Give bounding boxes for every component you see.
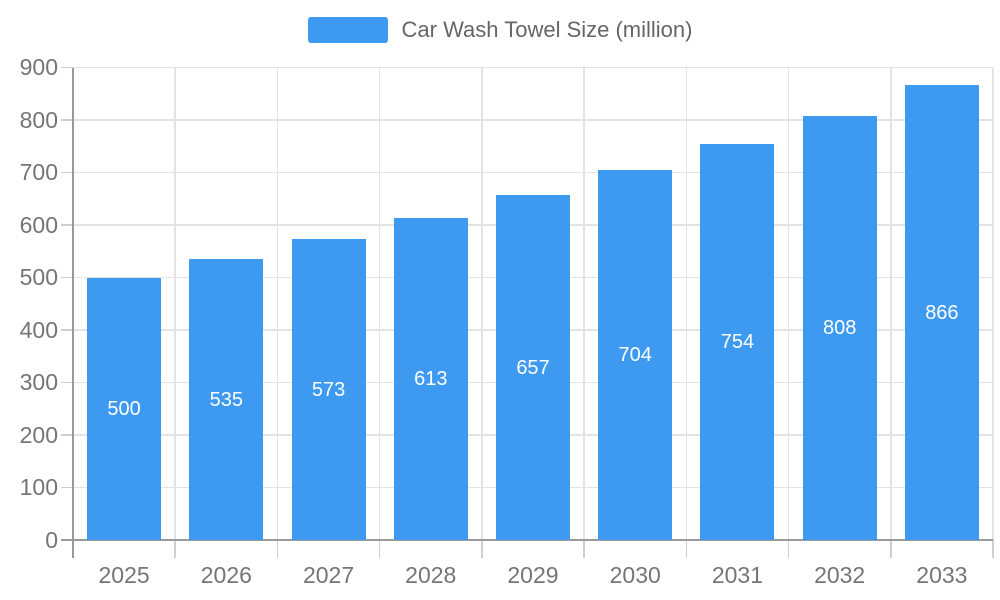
y-axis-tick <box>61 329 73 331</box>
bar-2032[interactable] <box>802 115 877 540</box>
bar-2031[interactable] <box>700 144 775 540</box>
y-axis-tick <box>61 119 73 121</box>
bar-value-label: 657 <box>516 356 550 379</box>
bar-2026[interactable] <box>189 259 264 540</box>
y-axis-tick <box>61 171 73 174</box>
y-axis-tick <box>61 486 73 489</box>
bar-value-label: 573 <box>311 378 346 401</box>
bar-2030[interactable] <box>598 170 673 540</box>
y-axis-tick-label: 700 <box>19 159 58 185</box>
x-axis-tick <box>481 540 483 558</box>
x-axis-tick <box>992 540 994 558</box>
y-axis-tick-label: 400 <box>19 316 58 343</box>
x-axis-tick-label: 2031 <box>711 562 764 588</box>
x-axis-tick-label: 2033 <box>916 562 968 588</box>
x-axis-line <box>61 539 993 541</box>
bar-value-label: 500 <box>107 397 141 420</box>
x-gridline <box>685 67 688 540</box>
bar-2033[interactable] <box>904 85 979 540</box>
y-axis-tick-label: 600 <box>19 211 58 238</box>
x-gridline <box>378 67 381 540</box>
x-axis-tick-label: 2030 <box>609 562 661 588</box>
x-gridline <box>276 67 279 540</box>
bar-2027[interactable] <box>291 239 366 540</box>
legend-label: Car Wash Towel Size (million) <box>401 17 693 42</box>
y-axis-tick <box>61 224 73 226</box>
x-axis-tick <box>685 540 688 558</box>
x-axis-tick <box>583 540 585 558</box>
y-axis-tick-label: 300 <box>19 369 58 395</box>
x-axis-tick-label: 2029 <box>507 562 559 588</box>
bar-2025[interactable] <box>87 277 162 540</box>
legend-swatch <box>307 17 388 43</box>
y-axis-tick <box>61 434 73 436</box>
x-gridline <box>583 67 585 540</box>
y-axis-tick <box>61 276 73 279</box>
y-gridline <box>73 119 993 121</box>
bar-value-label: 704 <box>618 344 652 367</box>
y-axis-tick-label: 900 <box>19 54 58 80</box>
x-gridline <box>787 67 790 540</box>
bar-value-label: 613 <box>414 368 448 391</box>
bar-value-label: 866 <box>925 301 959 324</box>
bar-value-label: 535 <box>209 388 244 411</box>
x-axis-tick-label: 2032 <box>814 562 866 588</box>
y-axis-tick-label: 100 <box>19 474 58 500</box>
y-axis-tick-label: 800 <box>19 106 58 133</box>
y-gridline <box>73 171 993 174</box>
x-axis-tick-label: 2028 <box>405 562 457 588</box>
legend[interactable]: Car Wash Towel Size (million) <box>0 17 1000 43</box>
y-axis-tick-label: 0 <box>45 526 58 553</box>
x-axis-tick <box>890 540 892 558</box>
bar-2028[interactable] <box>393 218 468 540</box>
x-gridline <box>481 67 483 540</box>
y-gridline <box>73 66 993 69</box>
x-gridline <box>890 67 892 540</box>
x-axis-tick <box>378 540 381 558</box>
y-axis-tick-label: 200 <box>19 421 58 448</box>
x-axis-tick-label: 2026 <box>200 562 252 588</box>
x-axis-tick-label: 2025 <box>98 562 150 588</box>
bar-value-label: 808 <box>822 316 857 339</box>
y-axis-tick-label: 500 <box>19 264 58 290</box>
y-axis-tick <box>61 66 73 69</box>
x-axis-tick <box>174 540 176 558</box>
x-axis-tick <box>276 540 279 558</box>
x-gridline <box>992 67 994 540</box>
x-axis-tick-label: 2027 <box>302 562 355 588</box>
bar-value-label: 754 <box>720 331 755 354</box>
y-axis-line <box>72 67 74 558</box>
x-gridline <box>174 67 176 540</box>
bar-2029[interactable] <box>496 195 570 540</box>
x-axis-tick <box>787 540 790 558</box>
y-axis-tick <box>61 381 73 384</box>
